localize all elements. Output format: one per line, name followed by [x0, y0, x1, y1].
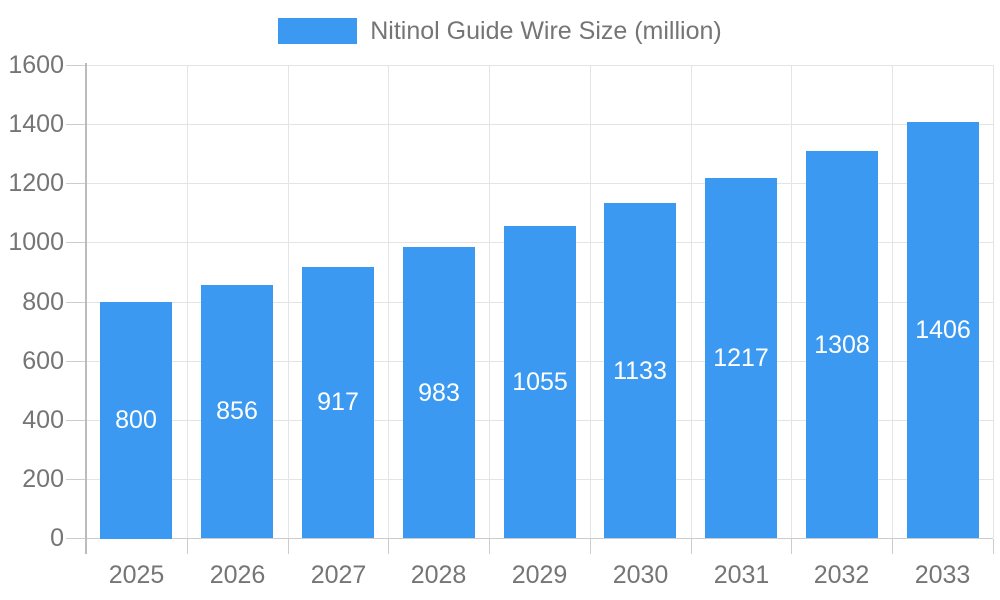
bar[interactable] [504, 226, 576, 538]
x-gridline [691, 65, 692, 538]
y-axis-label: 0 [50, 524, 64, 552]
y-gridline [86, 65, 993, 66]
y-axis-label: 1400 [8, 110, 64, 138]
bar[interactable] [100, 302, 172, 539]
x-axis-tick [892, 539, 893, 554]
bar[interactable] [705, 178, 777, 538]
y-gridline [86, 124, 993, 125]
bar[interactable] [604, 203, 676, 538]
y-axis-tick [66, 479, 86, 480]
x-axis-label: 2031 [713, 561, 770, 589]
x-gridline [993, 65, 994, 538]
y-axis-label: 800 [22, 288, 64, 316]
x-axis-tick [489, 539, 490, 554]
y-axis-tick [66, 242, 86, 243]
y-axis-line [85, 63, 87, 554]
y-axis-tick [66, 183, 86, 184]
bar[interactable] [302, 267, 374, 538]
bar-value-label: 1217 [713, 344, 769, 372]
bar-value-label: 917 [317, 388, 359, 416]
y-axis-tick [66, 124, 86, 125]
y-axis-tick [66, 538, 86, 539]
bar[interactable] [201, 285, 273, 538]
bar-value-label: 1406 [915, 316, 971, 344]
x-axis-tick [791, 539, 792, 554]
legend-swatch [278, 18, 358, 44]
y-axis-tick [66, 361, 86, 362]
y-axis-tick [66, 65, 86, 66]
x-axis-label: 2029 [511, 561, 568, 589]
bar-value-label: 800 [115, 406, 157, 434]
x-axis-line [86, 538, 993, 539]
bar-value-label: 1308 [814, 331, 870, 359]
x-axis-tick [288, 539, 289, 554]
x-axis-label: 2030 [612, 561, 669, 589]
x-axis-label: 2028 [410, 561, 467, 589]
y-axis-label: 1000 [8, 228, 64, 256]
chart-legend[interactable]: Nitinol Guide Wire Size (million) [0, 16, 1000, 46]
y-axis-label: 600 [22, 347, 64, 375]
legend-label: Nitinol Guide Wire Size (million) [370, 17, 722, 45]
y-axis-label: 400 [22, 406, 64, 434]
y-gridline [86, 183, 993, 184]
x-axis-tick [993, 539, 994, 554]
x-axis-label: 2025 [108, 561, 165, 589]
bar-value-label: 983 [418, 379, 460, 407]
x-axis-label: 2032 [813, 561, 870, 589]
x-gridline [288, 65, 289, 538]
x-axis-tick [691, 539, 692, 554]
y-axis-label: 1600 [8, 51, 64, 79]
y-axis-label: 1200 [8, 169, 64, 197]
x-gridline [590, 65, 591, 538]
x-gridline [892, 65, 893, 538]
bar-value-label: 1055 [512, 368, 568, 396]
x-axis-label: 2026 [209, 561, 266, 589]
x-gridline [187, 65, 188, 538]
x-gridline [791, 65, 792, 538]
x-gridline [388, 65, 389, 538]
bar[interactable] [907, 122, 979, 538]
x-axis-tick [187, 539, 188, 554]
x-axis-label: 2033 [914, 561, 971, 589]
x-axis-tick [590, 539, 591, 554]
x-axis-label: 2027 [310, 561, 367, 589]
y-axis-tick [66, 420, 86, 421]
bar[interactable] [403, 247, 475, 538]
bar-value-label: 856 [216, 397, 258, 425]
bar[interactable] [806, 151, 878, 538]
bar-value-label: 1133 [613, 357, 667, 385]
y-axis-label: 200 [22, 465, 64, 493]
y-axis-tick [66, 302, 86, 303]
x-axis-tick [388, 539, 389, 554]
x-gridline [489, 65, 490, 538]
